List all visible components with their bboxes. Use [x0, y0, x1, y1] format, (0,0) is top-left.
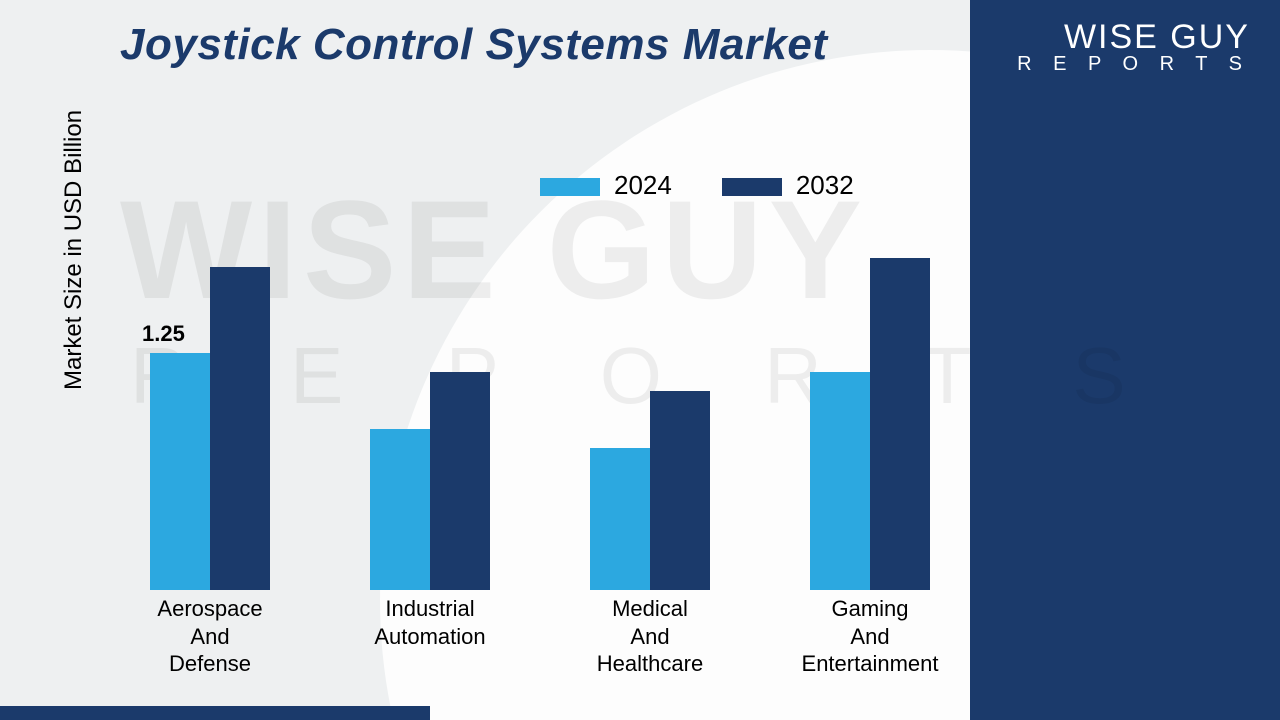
bar-2024 [590, 448, 650, 591]
bar-2032 [430, 372, 490, 591]
bottom-accent-bar [0, 706, 430, 720]
brand-line1: WISE GUY [1017, 18, 1250, 57]
value-label: 1.25 [142, 321, 185, 347]
infographic-stage: Joystick Control Systems Market WISE GUY… [0, 0, 1280, 720]
bar-2032 [650, 391, 710, 591]
bar-2032 [870, 258, 930, 591]
chart-area: 1.25 AerospaceAndDefenseIndustrialAutoma… [100, 170, 970, 650]
bar-2032 [210, 267, 270, 590]
y-axis-label: Market Size in USD Billion [60, 110, 88, 390]
bar-2024 [150, 353, 210, 591]
brand-logo: WISE GUY R E P O R T S [1017, 18, 1250, 76]
bar-2024 [370, 429, 430, 591]
brand-line2: R E P O R T S [1017, 53, 1250, 76]
plot-area: 1.25 [100, 210, 970, 590]
bar-2024 [810, 372, 870, 591]
page-title: Joystick Control Systems Market [120, 20, 828, 70]
